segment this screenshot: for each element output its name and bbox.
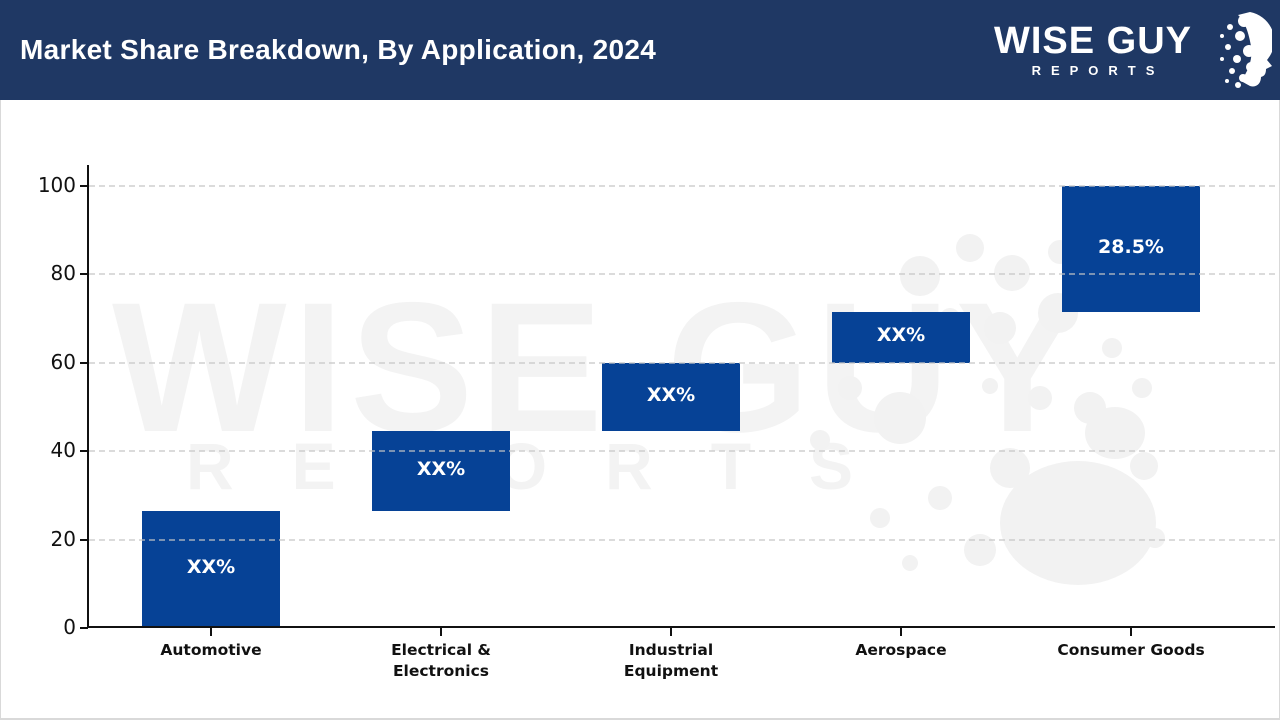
x-category-label: Electrical & Electronics (391, 641, 491, 680)
x-axis-line (87, 626, 1275, 628)
x-category-label: Automotive (160, 641, 262, 659)
header-bar: Market Share Breakdown, By Application, … (0, 0, 1280, 100)
y-tick-label: 20 (50, 526, 76, 551)
x-tick-mark (670, 628, 672, 636)
page-title: Market Share Breakdown, By Application, … (20, 34, 657, 65)
gridline (89, 538, 1275, 541)
x-tick-mark (900, 628, 902, 636)
brand-logo-line1: WISE GUY (993, 20, 1192, 62)
bar-value-label: XX% (186, 556, 236, 579)
head-profile-icon (1220, 12, 1272, 88)
y-tick-label: 0 (63, 615, 76, 639)
x-category-label: Consumer Goods (1057, 641, 1205, 659)
gridline (89, 450, 1275, 453)
bar-segment (1062, 186, 1200, 312)
watermark-head-dots (810, 234, 1165, 585)
brand-logo-line2: REPORTS (1031, 63, 1165, 78)
x-tick-mark (440, 628, 442, 636)
y-tick-mark (80, 627, 88, 629)
y-axis-line (87, 165, 89, 628)
gridline (89, 361, 1275, 364)
y-tick-mark (80, 538, 88, 541)
x-category-label: Industrial Equipment (623, 641, 719, 680)
y-tick-label: 100 (37, 173, 76, 197)
y-tick-mark (80, 361, 88, 364)
brand-logo: WISE GUY REPORTS (994, 0, 1192, 100)
y-tick-mark (80, 273, 88, 276)
y-tick-label: 80 (50, 261, 76, 286)
bar-segment (832, 311, 970, 363)
bar-segment (372, 431, 510, 511)
bar-segment (142, 510, 280, 628)
bar-value-label: XX% (876, 324, 926, 347)
x-category-label: Aerospace (855, 641, 947, 659)
bar-value-label: 28.5% (1098, 235, 1164, 258)
y-tick-mark (80, 185, 88, 187)
bar-value-label: XX% (646, 384, 696, 407)
y-tick-label: 60 (50, 349, 76, 374)
bar-segment (602, 362, 740, 432)
y-tick-label: 40 (50, 438, 76, 463)
bar-value-label: XX% (416, 458, 466, 481)
gridline (89, 185, 1275, 187)
y-tick-mark (80, 450, 88, 453)
x-tick-mark (210, 628, 212, 636)
x-tick-mark (1130, 628, 1132, 636)
watermark-text-reports: REPORTS (186, 429, 912, 503)
gridline (89, 273, 1275, 276)
